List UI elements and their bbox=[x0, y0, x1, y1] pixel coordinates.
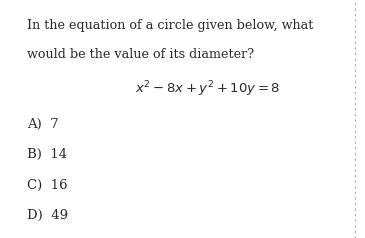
Text: In the equation of a circle given below, what: In the equation of a circle given below,… bbox=[27, 19, 314, 32]
Text: would be the value of its diameter?: would be the value of its diameter? bbox=[27, 48, 254, 61]
Text: $x^2 - 8x + y^2 + 10y = 8$: $x^2 - 8x + y^2 + 10y = 8$ bbox=[135, 80, 280, 99]
Text: A)  7: A) 7 bbox=[27, 118, 59, 131]
Text: C)  16: C) 16 bbox=[27, 179, 68, 192]
Text: D)  49: D) 49 bbox=[27, 209, 69, 222]
Text: B)  14: B) 14 bbox=[27, 148, 68, 161]
